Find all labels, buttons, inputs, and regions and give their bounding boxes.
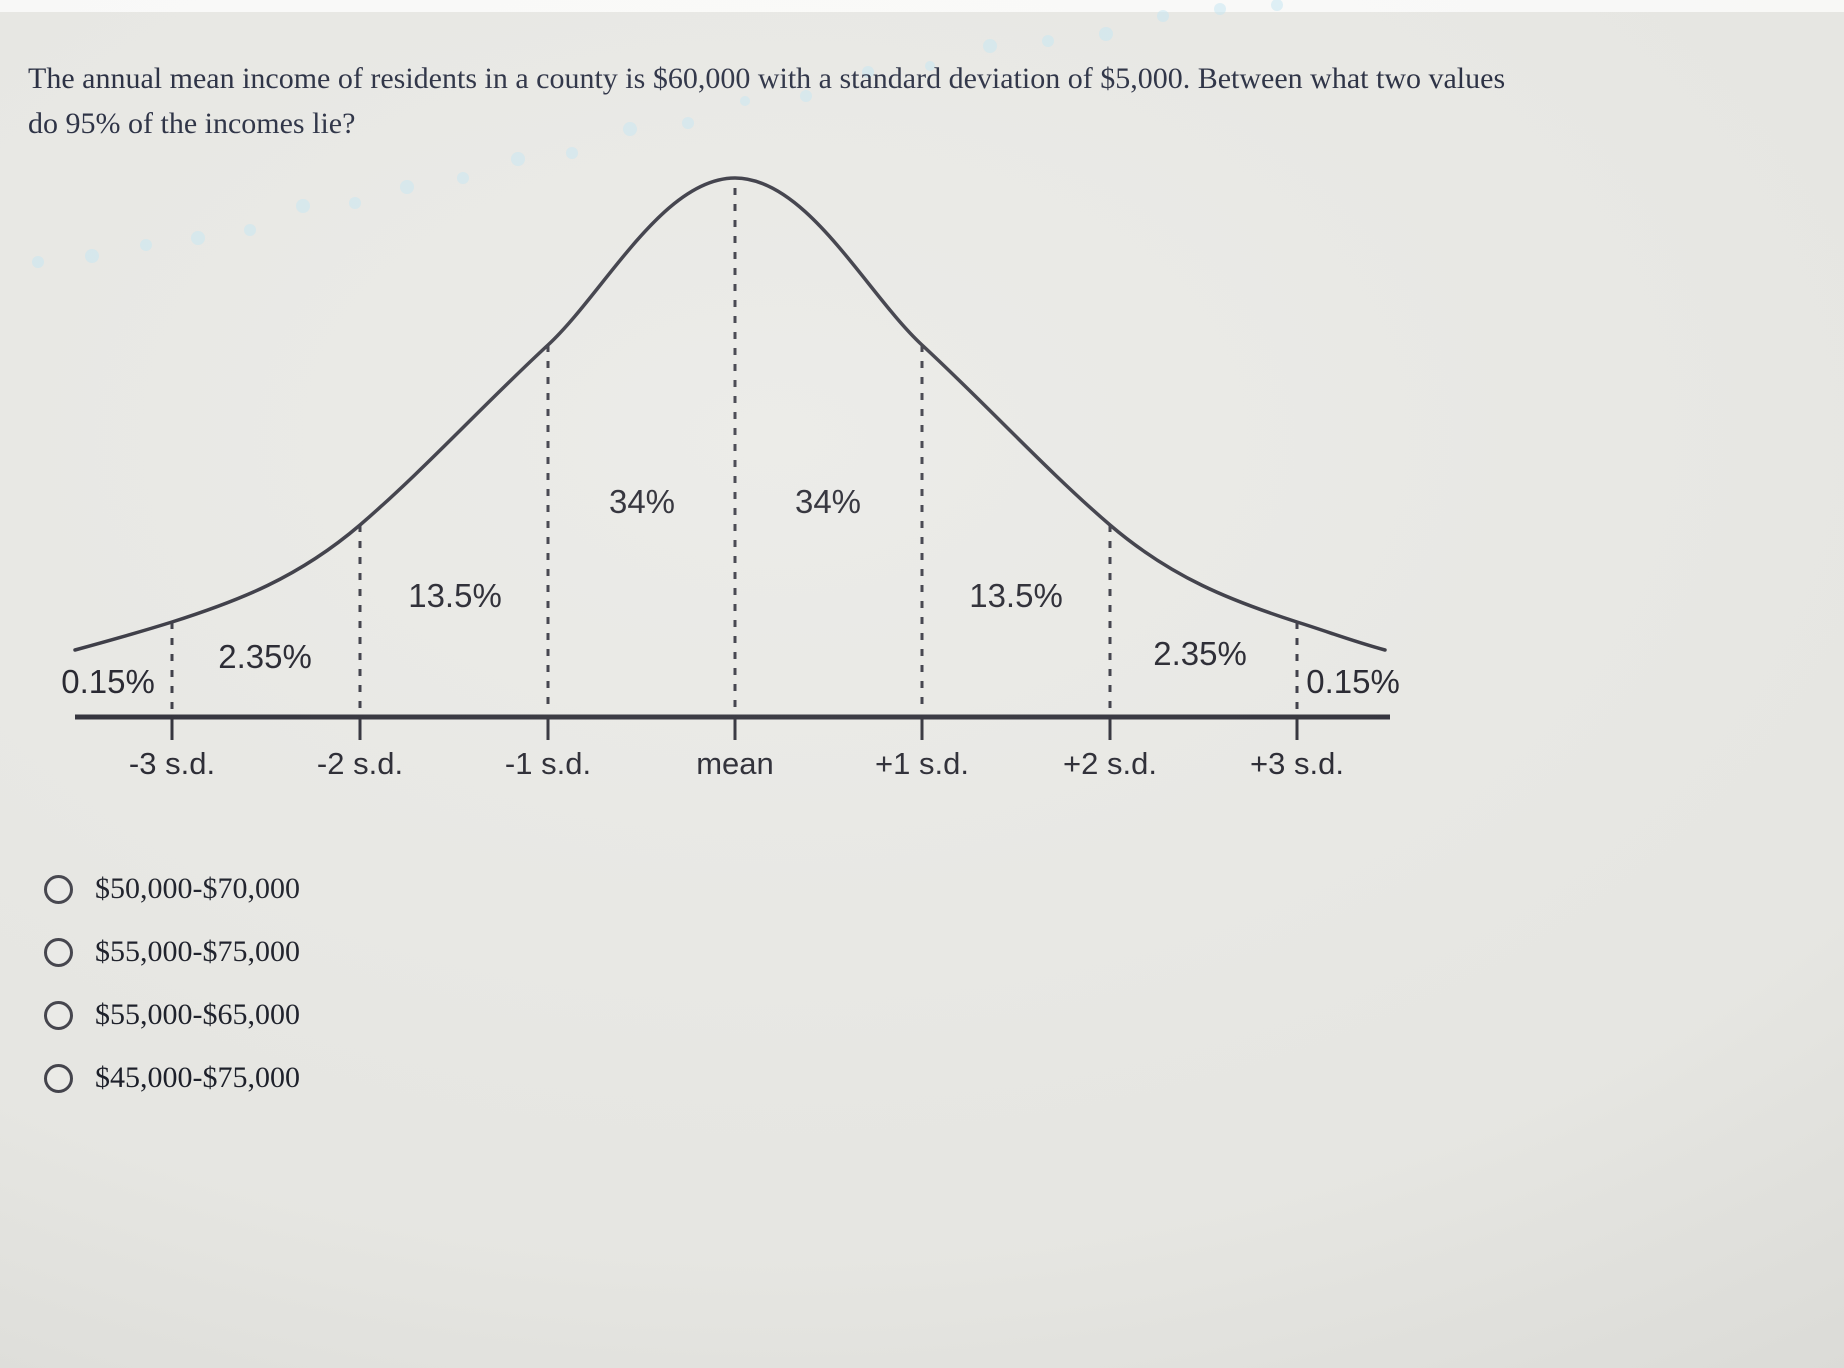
radio-button[interactable]: [44, 1063, 73, 1093]
top-edge-highlight: [0, 0, 1844, 12]
percent-label-right-13-5: 13.5%: [969, 577, 1063, 614]
percent-label-left-2-35: 2.35%: [218, 638, 312, 675]
answer-option-2[interactable]: $55,000-$75,000: [44, 935, 300, 969]
axis-label-plus-3sd: +3 s.d.: [1250, 746, 1344, 781]
percent-label-left-34: 34%: [608, 483, 676, 520]
answer-option-label[interactable]: $45,000-$75,000: [95, 1061, 300, 1094]
axis-ticks: [170, 717, 1299, 740]
percent-label-right-2-35: 2.35%: [1153, 635, 1247, 672]
radio-button[interactable]: [44, 937, 73, 967]
answer-option-label[interactable]: $55,000-$65,000: [95, 998, 300, 1031]
percent-label-left-tail: 0.15%: [61, 663, 155, 700]
answer-option-3[interactable]: $55,000-$65,000: [44, 998, 300, 1032]
answer-options: $50,000-$70,000 $55,000-$75,000 $55,000-…: [44, 872, 300, 1095]
question-text: The annual mean income of residents in a…: [28, 62, 1506, 140]
bell-curve: [73, 176, 1387, 652]
percent-label-right-34: 34%: [794, 483, 862, 520]
axis-label-minus-2sd: -2 s.d.: [316, 746, 404, 781]
answer-option-4[interactable]: $45,000-$75,000: [44, 1061, 300, 1095]
axis-label-minus-1sd: -1 s.d.: [504, 746, 592, 781]
axis-label-mean: mean: [696, 746, 774, 781]
radio-button[interactable]: [44, 1000, 73, 1030]
axis-label-plus-1sd: +1 s.d.: [875, 746, 969, 781]
radio-button[interactable]: [44, 874, 73, 904]
answer-option-1[interactable]: $50,000-$70,000: [44, 872, 300, 906]
percent-label-left-13-5: 13.5%: [408, 577, 502, 614]
answer-option-label[interactable]: $55,000-$75,000: [95, 935, 300, 968]
dashed-guides: [170, 188, 1299, 712]
percent-label-right-tail: 0.15%: [1306, 663, 1400, 700]
axis-label-minus-3sd: -3 s.d.: [128, 746, 216, 781]
axis-label-plus-2sd: +2 s.d.: [1063, 746, 1157, 781]
answer-option-label[interactable]: $50,000-$70,000: [95, 872, 300, 905]
bokeh-lights-decoration: [32, 0, 1283, 268]
